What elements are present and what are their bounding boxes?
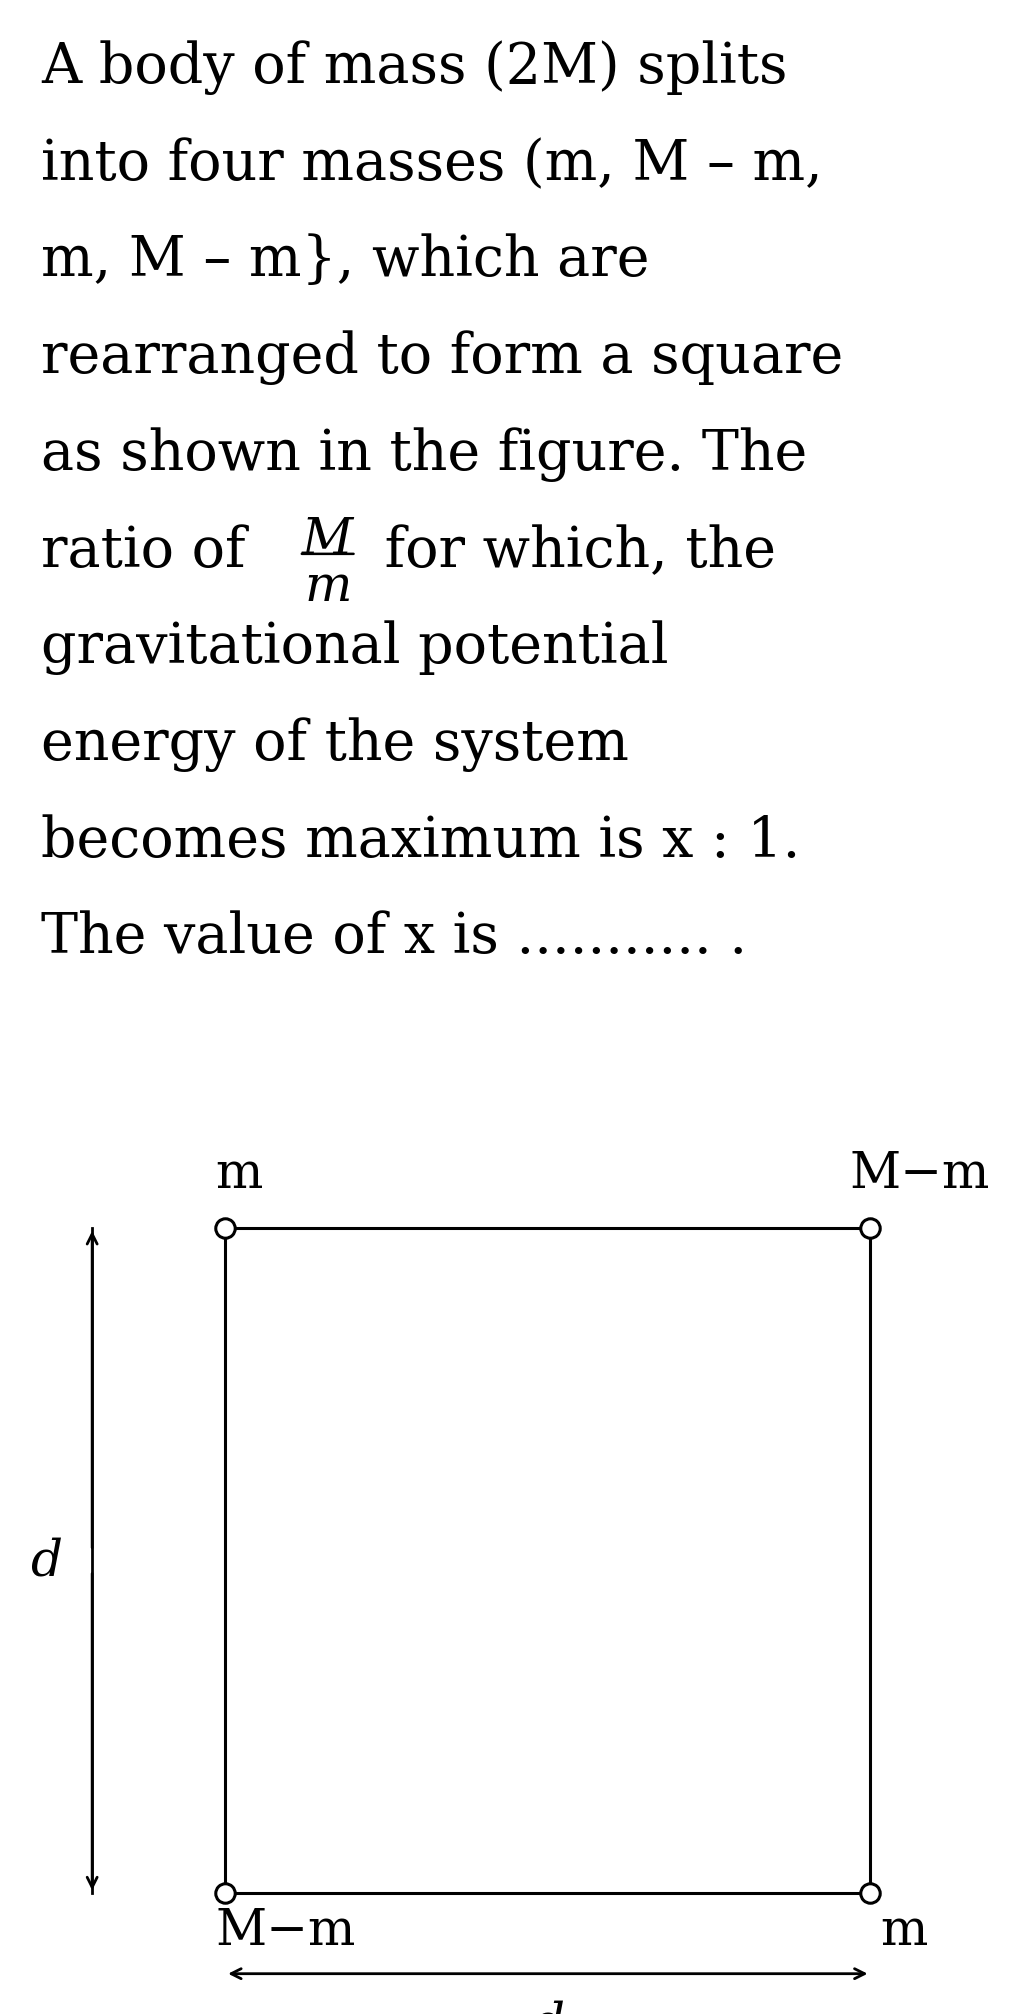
Text: for which, the: for which, the bbox=[367, 524, 775, 578]
Text: A body of mass (2M) splits: A body of mass (2M) splits bbox=[41, 40, 787, 95]
Text: rearranged to form a square: rearranged to form a square bbox=[41, 330, 843, 385]
Text: becomes maximum is x : 1.: becomes maximum is x : 1. bbox=[41, 814, 801, 868]
Text: m: m bbox=[215, 1148, 262, 1198]
Text: into four masses (m, M – m,: into four masses (m, M – m, bbox=[41, 137, 822, 191]
Text: M−m: M−m bbox=[850, 1148, 990, 1198]
Text: m: m bbox=[881, 1905, 928, 1956]
Text: gravitational potential: gravitational potential bbox=[41, 620, 669, 675]
Text: m, M – m}, which are: m, M – m}, which are bbox=[41, 234, 649, 288]
Text: energy of the system: energy of the system bbox=[41, 717, 629, 771]
Text: m: m bbox=[304, 562, 351, 612]
Text: ratio of: ratio of bbox=[41, 524, 263, 578]
Text: d: d bbox=[30, 1537, 62, 1585]
Text: M−m: M−m bbox=[215, 1905, 355, 1956]
Text: d: d bbox=[531, 1998, 564, 2014]
Text: M: M bbox=[302, 516, 353, 566]
Text: The value of x is ........... .: The value of x is ........... . bbox=[41, 910, 748, 965]
Text: as shown in the figure. The: as shown in the figure. The bbox=[41, 427, 807, 481]
